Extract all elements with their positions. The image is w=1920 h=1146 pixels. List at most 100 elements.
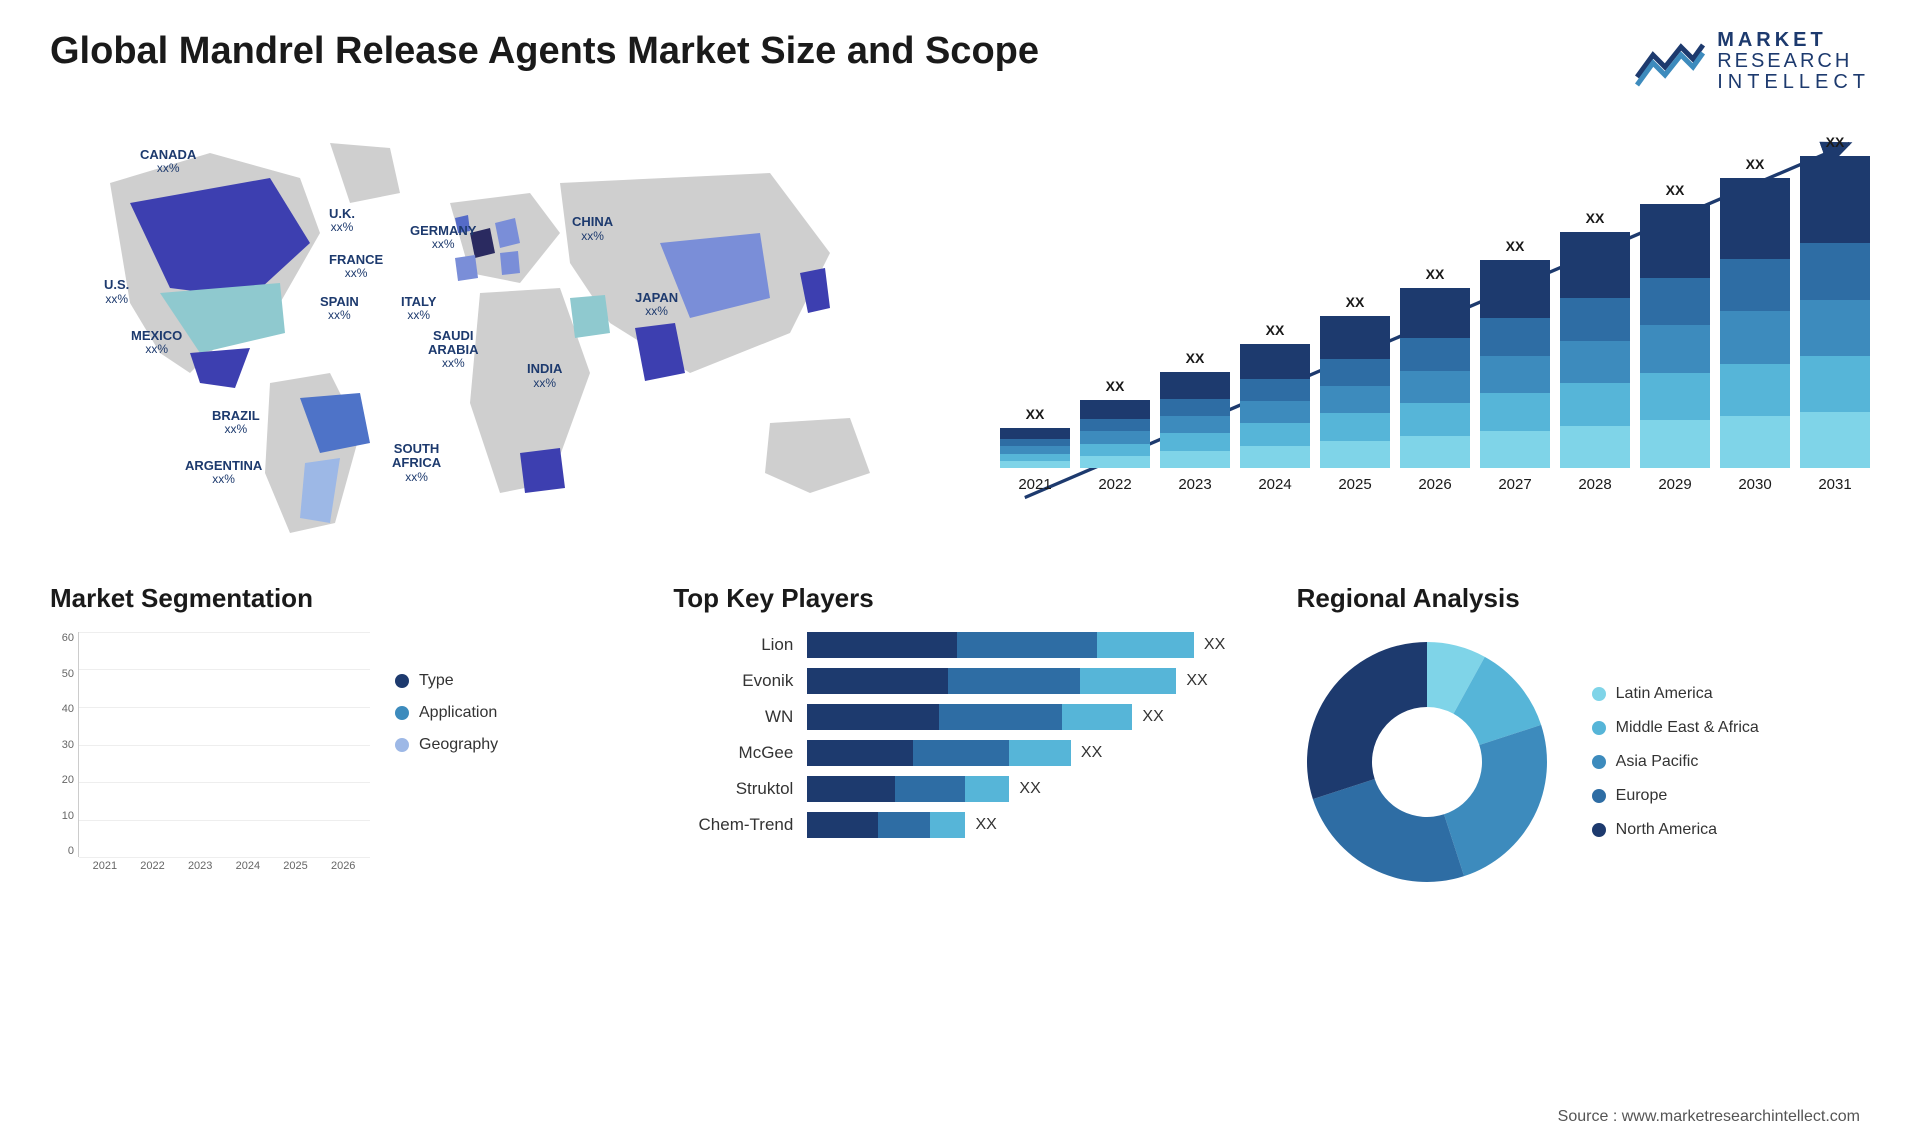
regional-legend-item: Europe <box>1592 787 1759 805</box>
growth-year-label: 2026 <box>1418 476 1451 493</box>
growth-bar-label: XX <box>1746 156 1765 172</box>
seg-legend-item: Application <box>395 704 498 722</box>
keyplayer-name: Evonik <box>673 671 793 691</box>
keyplayer-name: McGee <box>673 743 793 763</box>
growth-bar-2029: XX 2029 <box>1640 182 1710 493</box>
logo-text-3: INTELLECT <box>1717 72 1870 93</box>
header: Global Mandrel Release Agents Market Siz… <box>50 30 1870 93</box>
growth-year-label: 2024 <box>1258 476 1291 493</box>
regional-title: Regional Analysis <box>1297 583 1870 614</box>
segmentation-title: Market Segmentation <box>50 583 623 614</box>
brand-logo: MARKET RESEARCH INTELLECT <box>1635 30 1870 93</box>
seg-ytick: 50 <box>50 668 74 680</box>
map-label-germany: GERMANYxx% <box>410 224 476 251</box>
keyplayer-row-wn: WN XX <box>673 704 1246 730</box>
seg-xtick: 2022 <box>134 860 172 882</box>
regional-panel: Regional Analysis Latin America Middle Ea… <box>1297 583 1870 892</box>
growth-year-label: 2029 <box>1658 476 1691 493</box>
segmentation-chart: 6050403020100 202120222023202420252026 <box>50 632 370 882</box>
logo-icon <box>1635 37 1705 87</box>
growth-bar-2023: XX 2023 <box>1160 350 1230 493</box>
map-label-china: CHINAxx% <box>572 215 613 242</box>
growth-bar-label: XX <box>1506 238 1525 254</box>
keyplayer-row-struktol: Struktol XX <box>673 776 1246 802</box>
logo-text-1: MARKET <box>1717 30 1870 51</box>
segmentation-panel: Market Segmentation 6050403020100 202120… <box>50 583 623 892</box>
map-label-japan: JAPANxx% <box>635 291 678 318</box>
growth-bar-2031: XX2031 <box>1800 134 1870 493</box>
regional-legend-item: Latin America <box>1592 685 1759 703</box>
keyplayer-value: XX <box>1019 780 1040 798</box>
regional-legend-item: Middle East & Africa <box>1592 719 1759 737</box>
map-label-south-africa: SOUTHAFRICAxx% <box>392 442 441 484</box>
keyplayer-row-chem-trend: Chem-TrendXX <box>673 812 1246 838</box>
seg-ytick: 0 <box>50 845 74 857</box>
key-players-panel: Top Key Players Lion XX Evonik XX WN XX McGee X… <box>673 583 1246 892</box>
growth-bar-2028: XX2028 <box>1560 210 1630 493</box>
growth-year-label: 2023 <box>1178 476 1211 493</box>
map-label-brazil: BRAZILxx% <box>212 409 260 436</box>
growth-bar-2024: XX 2024 <box>1240 322 1310 493</box>
growth-year-label: 2022 <box>1098 476 1131 493</box>
growth-bar-2027: XX 2027 <box>1480 238 1550 493</box>
keyplayer-value: XX <box>1204 636 1225 654</box>
seg-legend-item: Type <box>395 672 498 690</box>
growth-bar-label: XX <box>1026 406 1045 422</box>
growth-bar-label: XX <box>1346 294 1365 310</box>
growth-bar-2022: XX 2022 <box>1080 378 1150 493</box>
keyplayer-name: WN <box>673 707 793 727</box>
map-label-u-k-: U.K.xx% <box>329 207 355 234</box>
seg-ytick: 40 <box>50 703 74 715</box>
keyplayer-row-evonik: Evonik XX <box>673 668 1246 694</box>
donut-slice-north-america <box>1307 642 1427 799</box>
map-label-canada: CANADAxx% <box>140 148 196 175</box>
growth-bar-2026: XX 2026 <box>1400 266 1470 493</box>
seg-ytick: 60 <box>50 632 74 644</box>
seg-ytick: 20 <box>50 774 74 786</box>
growth-bar-label: XX <box>1106 378 1125 394</box>
growth-bar-label: XX <box>1826 134 1845 150</box>
logo-text-2: RESEARCH <box>1717 51 1870 72</box>
regional-legend: Latin America Middle East & Africa Asia Pa… <box>1592 685 1759 839</box>
growth-bar-2021: XX 2021 <box>1000 406 1070 493</box>
map-label-argentina: ARGENTINAxx% <box>185 459 262 486</box>
regional-legend-item: North America <box>1592 821 1759 839</box>
keyplayer-value: XX <box>1081 744 1102 762</box>
keyplayer-value: XX <box>1186 672 1207 690</box>
keyplayer-name: Struktol <box>673 779 793 799</box>
growth-bar-label: XX <box>1266 322 1285 338</box>
world-map-panel: CANADAxx% U.S.xx%MEXICOxx% BRAZILxx% ARGENT… <box>50 123 950 543</box>
seg-xtick: 2023 <box>181 860 219 882</box>
keyplayer-row-lion: Lion XX <box>673 632 1246 658</box>
key-players-title: Top Key Players <box>673 583 1246 614</box>
growth-bar-label: XX <box>1666 182 1685 198</box>
seg-xtick: 2021 <box>86 860 124 882</box>
seg-xtick: 2026 <box>324 860 362 882</box>
keyplayer-name: Chem-Trend <box>673 815 793 835</box>
growth-bar-2025: XX2025 <box>1320 294 1390 493</box>
page-title: Global Mandrel Release Agents Market Siz… <box>50 30 1039 73</box>
map-label-mexico: MEXICOxx% <box>131 329 182 356</box>
keyplayer-name: Lion <box>673 635 793 655</box>
growth-bar-label: XX <box>1186 350 1205 366</box>
keyplayer-value: XX <box>1142 708 1163 726</box>
regional-donut-chart <box>1297 632 1557 892</box>
map-label-india: INDIAxx% <box>527 362 562 389</box>
growth-chart-panel: XX2021XX2022XX2023XX2024XX2025XX2026XX20… <box>990 123 1870 543</box>
growth-bar-label: XX <box>1426 266 1445 282</box>
growth-year-label: 2030 <box>1738 476 1771 493</box>
map-label-italy: ITALYxx% <box>401 295 436 322</box>
source-attribution: Source : www.marketresearchintellect.com <box>1558 1108 1860 1126</box>
key-players-chart: Lion XX Evonik XX WN XX McGee XX Struktol XX Chem-… <box>673 632 1246 838</box>
growth-year-label: 2021 <box>1018 476 1051 493</box>
growth-year-label: 2028 <box>1578 476 1611 493</box>
segmentation-legend: Type Application Geography <box>395 632 498 882</box>
seg-legend-item: Geography <box>395 736 498 754</box>
donut-slice-europe <box>1313 779 1464 882</box>
seg-ytick: 10 <box>50 810 74 822</box>
growth-bar-2030: XX 2030 <box>1720 156 1790 493</box>
map-label-u-s-: U.S.xx% <box>104 278 129 305</box>
growth-year-label: 2027 <box>1498 476 1531 493</box>
seg-xtick: 2024 <box>229 860 267 882</box>
regional-legend-item: Asia Pacific <box>1592 753 1759 771</box>
